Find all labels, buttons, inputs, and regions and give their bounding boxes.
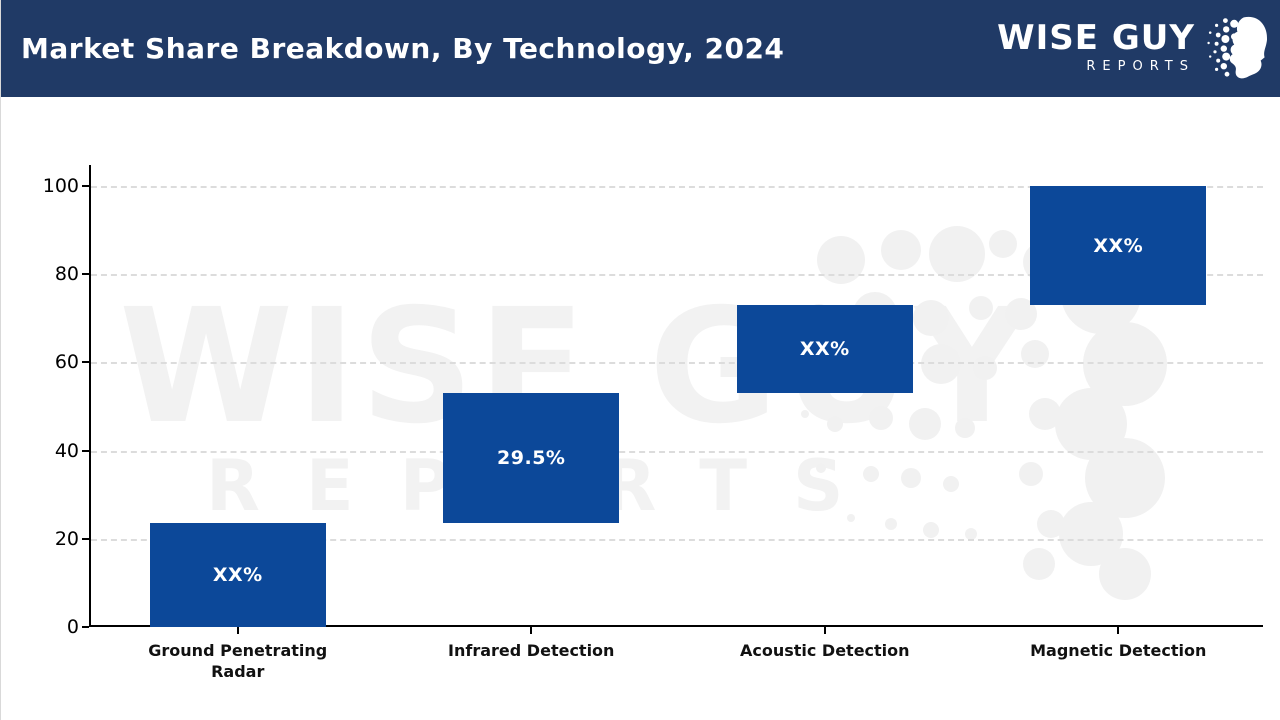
x-category-label: Magnetic Detection <box>1030 641 1207 660</box>
x-axis-tick <box>236 627 239 634</box>
y-tick-label: 100 <box>42 175 79 197</box>
x-axis-tick <box>1117 627 1120 634</box>
x-axis-tick <box>530 627 533 634</box>
plot-area: 0 20 40 60 80 100 XX% Ground Penetrating Radar 2… <box>43 165 1263 681</box>
y-tick-label: 80 <box>54 263 79 286</box>
y-axis-tick <box>82 185 89 187</box>
bar-2: XX% <box>736 305 913 394</box>
y-axis-tick <box>82 449 89 452</box>
x-category-label: Acoustic Detection <box>739 641 910 660</box>
logo-subtext: REPORTS <box>1086 58 1195 74</box>
gridline <box>91 274 1263 277</box>
logo-text: WISE GUY REPORTS <box>997 18 1195 74</box>
gridline <box>91 186 1263 188</box>
y-axis-tick <box>82 361 89 364</box>
bar-0: XX% <box>149 523 326 627</box>
y-tick-label: 0 <box>66 616 79 638</box>
bar-1: 29.5% <box>443 393 620 524</box>
bar-value-label: XX% <box>1093 234 1144 257</box>
y-axis-tick <box>82 537 89 540</box>
logo-head-icon <box>1207 16 1268 79</box>
gridline <box>91 362 1263 365</box>
y-tick-label: 20 <box>54 527 79 550</box>
gridline <box>91 450 1263 453</box>
bar-value-label: XX% <box>212 564 263 587</box>
x-category-label: Ground Penetrating Radar <box>148 641 328 681</box>
logo-wordmark: WISE GUY <box>997 18 1195 59</box>
bar-value-label: 29.5% <box>497 447 566 470</box>
y-axis-tick <box>82 273 89 276</box>
x-category-label: Infrared Detection <box>448 641 615 660</box>
page-title: Market Share Breakdown, By Technology, 2… <box>21 32 785 65</box>
y-axis-tick <box>82 626 89 628</box>
header: Market Share Breakdown, By Technology, 2… <box>1 0 1280 97</box>
y-tick-label: 40 <box>54 439 79 462</box>
gridline <box>91 538 1263 541</box>
bar-3: XX% <box>1030 186 1207 306</box>
bar-value-label: XX% <box>799 338 850 361</box>
logo: WISE GUY REPORTS <box>997 6 1271 88</box>
y-tick-label: 60 <box>54 351 79 374</box>
x-axis-tick <box>823 627 826 634</box>
